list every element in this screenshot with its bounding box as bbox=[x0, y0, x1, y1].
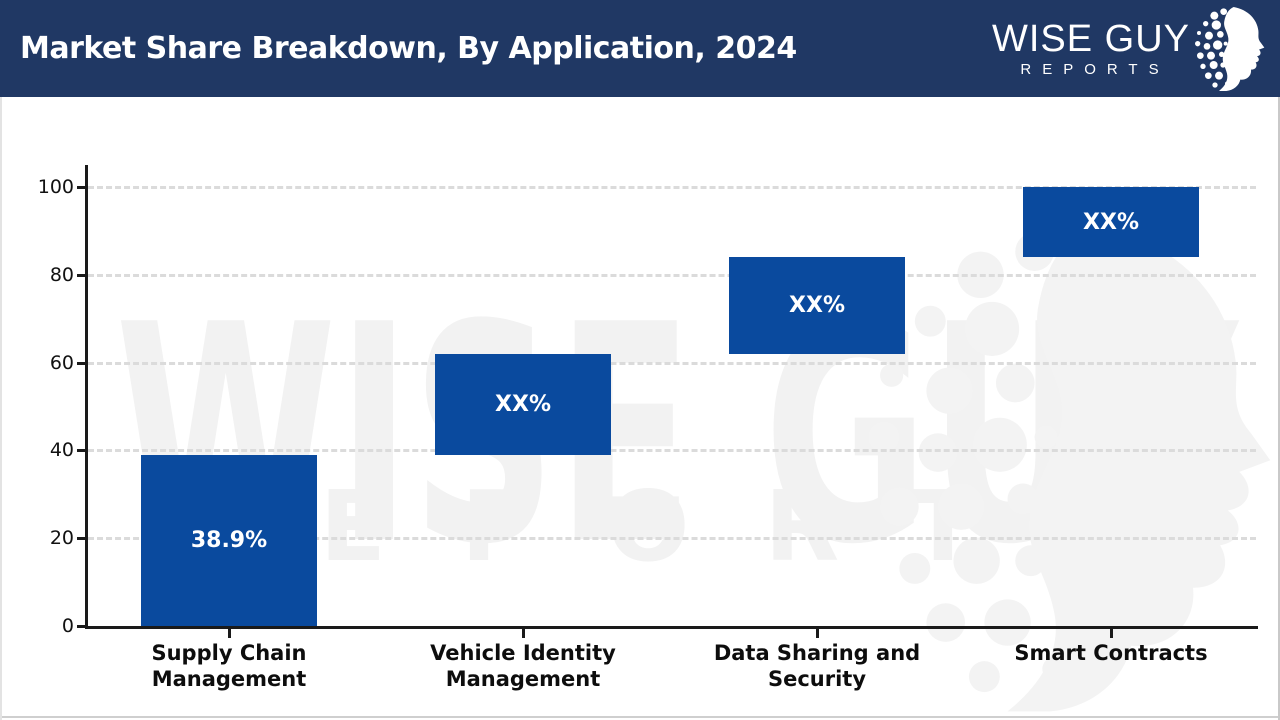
y-axis-tick bbox=[77, 361, 86, 365]
grid-line bbox=[88, 537, 1256, 541]
y-tick-label: 0 bbox=[61, 615, 74, 637]
page-title: Market Share Breakdown, By Application, … bbox=[20, 31, 797, 66]
grid-line bbox=[88, 273, 1256, 277]
y-tick-label: 60 bbox=[49, 351, 74, 374]
window-right-edge bbox=[1278, 97, 1280, 720]
grid-line bbox=[88, 186, 1256, 189]
y-axis-tick bbox=[77, 273, 86, 277]
y-tick-label: 40 bbox=[49, 439, 74, 462]
y-tick-label: 100 bbox=[37, 176, 74, 198]
header-bar: Market Share Breakdown, By Application, … bbox=[0, 0, 1280, 97]
y-tick-label: 20 bbox=[49, 527, 74, 550]
y-tick-label: 80 bbox=[49, 263, 74, 286]
window-left-edge bbox=[0, 97, 2, 720]
bar-value-label: XX% bbox=[789, 293, 845, 319]
x-axis-tick bbox=[522, 629, 525, 638]
brand-subname: REPORTS bbox=[1020, 60, 1170, 78]
head-profile-watermark-icon bbox=[868, 224, 1271, 712]
x-axis-tick bbox=[816, 629, 819, 638]
head-profile-icon bbox=[1195, 7, 1265, 91]
y-axis-tick bbox=[77, 449, 86, 453]
brand-logo: WISE GUY REPORTS bbox=[992, 4, 1266, 94]
y-axis-tick bbox=[77, 625, 86, 628]
category-label: Smart Contracts bbox=[1014, 641, 1208, 665]
bar-value-label: XX% bbox=[495, 392, 551, 418]
window-bottom-edge bbox=[0, 716, 1280, 718]
bar-value-label: 38.9% bbox=[190, 528, 268, 554]
grid-line bbox=[88, 361, 1256, 365]
bar: XX% bbox=[729, 257, 905, 354]
brand-name: WISE GUY bbox=[991, 18, 1190, 61]
x-axis-tick bbox=[228, 629, 231, 638]
category-label: Data Sharing and Security bbox=[713, 641, 921, 691]
bar: XX% bbox=[435, 353, 611, 456]
x-axis-tick bbox=[1110, 629, 1113, 638]
category-label: Vehicle Identity Management bbox=[430, 641, 616, 691]
category-label: Supply Chain Management bbox=[151, 641, 307, 691]
grid-line bbox=[88, 449, 1256, 453]
bar: 38.9% bbox=[141, 455, 317, 626]
x-axis-line bbox=[85, 626, 1258, 629]
y-axis-line bbox=[85, 165, 88, 629]
y-axis-tick bbox=[77, 537, 86, 541]
bar-value-label: XX% bbox=[1083, 209, 1139, 235]
bar: XX% bbox=[1023, 187, 1199, 258]
y-axis-tick bbox=[77, 186, 86, 189]
